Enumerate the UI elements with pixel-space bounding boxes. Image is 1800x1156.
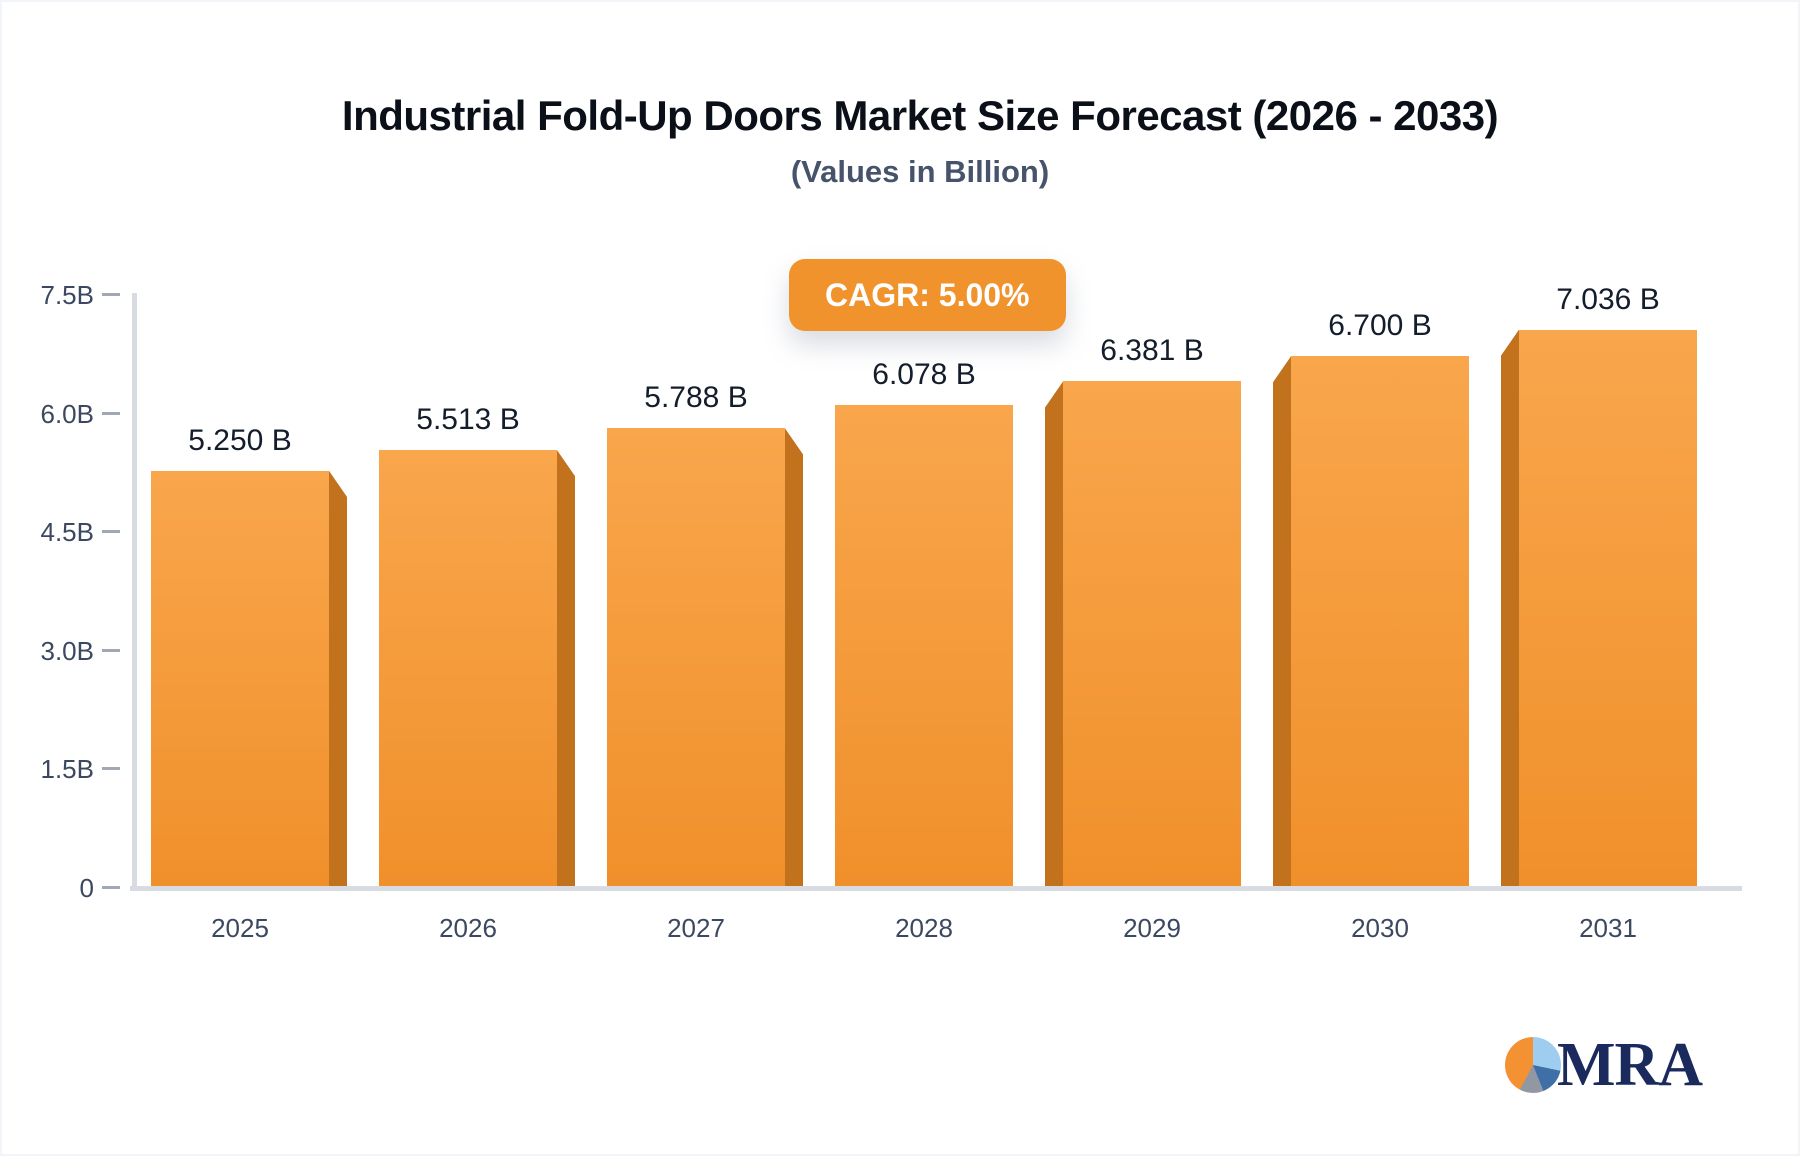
x-axis-label-2025: 2025 [211, 913, 269, 943]
bar-2027 [607, 428, 785, 886]
bar-value-label-2025: 5.250 B [188, 423, 292, 457]
x-axis-label-2030: 2030 [1351, 913, 1409, 943]
y-tick-dash [102, 530, 120, 534]
y-tick-label: 6.0B [40, 398, 95, 429]
bar-side-2030 [1273, 356, 1291, 886]
y-tick-dash [102, 767, 120, 771]
cagr-badge: CAGR: 5.00% [789, 259, 1066, 331]
bar-2029 [1063, 381, 1241, 886]
bar-2031 [1519, 329, 1697, 886]
x-axis-label-2028: 2028 [895, 913, 953, 943]
bar-2030 [1291, 356, 1469, 886]
page-title: Industrial Fold-Up Doors Market Size For… [341, 92, 1499, 139]
x-axis-label-2027: 2027 [667, 913, 725, 943]
bar-side-2029 [1045, 381, 1063, 886]
x-axis-line [130, 886, 1742, 891]
bar-value-label-2029: 6.381 B [1100, 334, 1204, 368]
mra-logo: MRA [1505, 1031, 1703, 1099]
y-tick-label: 0 [79, 873, 94, 903]
x-axis-label-2031: 2031 [1579, 913, 1637, 943]
y-axis-line [132, 293, 137, 891]
bar-2026 [379, 450, 557, 886]
y-tick-dash [102, 648, 120, 652]
logo-text: MRA [1557, 1031, 1703, 1099]
bar-side-2027 [785, 428, 803, 886]
bar-2025 [151, 470, 329, 886]
y-tick-dash [102, 886, 120, 889]
bar-side-2031 [1501, 329, 1519, 886]
bar-side-2025 [329, 470, 347, 886]
y-tick-label: 1.5B [40, 754, 95, 785]
page-subtitle: (Values in Billion) [790, 154, 1050, 189]
pie-chart-logo-icon [1505, 1037, 1561, 1093]
bar-side-2026 [557, 450, 575, 886]
y-tick-dash [102, 411, 120, 415]
x-axis-label-2029: 2029 [1123, 913, 1181, 943]
y-tick-label: 4.5B [40, 517, 95, 548]
bar-value-label-2030: 6.700 B [1328, 309, 1432, 343]
bar-value-label-2031: 7.036 B [1556, 282, 1660, 316]
bar-value-label-2027: 5.788 B [644, 381, 748, 415]
bar-value-label-2026: 5.513 B [416, 403, 520, 437]
x-axis-label-2026: 2026 [439, 913, 497, 943]
y-tick-label: 7.5B [40, 280, 95, 310]
bar-2028 [835, 405, 1013, 886]
y-tick-dash [102, 293, 120, 296]
y-tick-label: 3.0B [40, 635, 95, 666]
bar-value-label-2028: 6.078 B [872, 358, 976, 392]
